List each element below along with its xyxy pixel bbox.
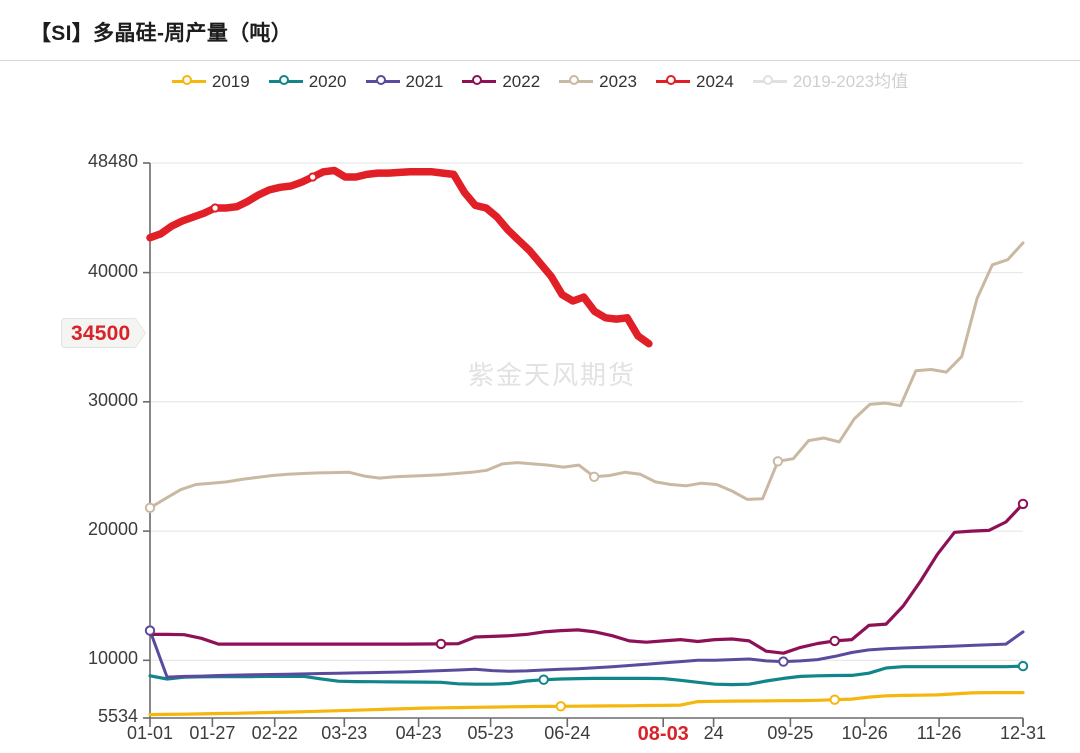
series-marker-2019 bbox=[555, 701, 566, 712]
legend-item-label: 2022 bbox=[502, 71, 541, 91]
series-line-2024 bbox=[146, 166, 653, 348]
legend-marker-icon bbox=[462, 72, 497, 90]
series-line-2022 bbox=[148, 502, 1025, 655]
legend-item-2022[interactable]: 2022 bbox=[462, 72, 540, 90]
series-line-2021 bbox=[148, 629, 1025, 679]
x-axis-tick-label: 02-22 bbox=[251, 723, 298, 743]
y-axis-tick-label: 48480 bbox=[87, 151, 138, 171]
legend-item-label: 2021 bbox=[405, 71, 444, 91]
x-axis-tick-label: 10-26 bbox=[841, 723, 888, 743]
legend-item-label: 2020 bbox=[308, 71, 347, 91]
chart-gridlines bbox=[150, 162, 1023, 719]
chart-series-group bbox=[146, 166, 1025, 717]
series-marker-2022 bbox=[435, 638, 447, 650]
x-axis-tick-label-highlighted: 08-03 bbox=[637, 723, 689, 745]
series-marker-2023 bbox=[589, 471, 600, 482]
series-marker-2020 bbox=[1017, 660, 1029, 672]
legend-item-2019-2023均值[interactable]: 2019-2023均值 bbox=[752, 71, 909, 91]
series-marker-2021 bbox=[144, 625, 156, 636]
value-callout-label: 34500 bbox=[71, 321, 131, 345]
x-axis-tick-label: 06-24 bbox=[544, 723, 591, 743]
legend-item-2019[interactable]: 2019 bbox=[171, 71, 250, 91]
legend-marker-icon bbox=[171, 72, 206, 90]
y-axis-tick-label: 10000 bbox=[87, 648, 138, 669]
chart-legend: 2019 2020 2021 2022 2023 2024 2019-2023均值 bbox=[0, 66, 1080, 96]
value-callout-badge: 34500 bbox=[61, 317, 146, 349]
series-marker-2019 bbox=[829, 694, 840, 705]
series-line-2019 bbox=[148, 691, 1025, 717]
legend-marker-icon bbox=[365, 72, 400, 90]
legend-item-label: 2019-2023均值 bbox=[792, 71, 909, 91]
legend-item-2023[interactable]: 2023 bbox=[559, 72, 637, 90]
y-axis-tick-label: 30000 bbox=[87, 389, 138, 410]
x-axis-tick-label: 01-27 bbox=[189, 723, 236, 743]
watermark: 紫金天风期货 bbox=[468, 360, 637, 390]
legend-item-label: 2024 bbox=[696, 71, 734, 91]
series-marker-2021 bbox=[778, 656, 789, 667]
title-divider bbox=[0, 60, 1080, 61]
legend-item-2024[interactable]: 2024 bbox=[656, 72, 734, 90]
y-axis-tick-label: 40000 bbox=[87, 260, 138, 281]
x-axis-tick-label: 01-01 bbox=[126, 723, 174, 743]
series-marker-2020 bbox=[538, 674, 549, 685]
chart-markers bbox=[144, 172, 1029, 712]
y-axis-tick-label: 5534 bbox=[97, 706, 138, 726]
legend-item-label: 2019 bbox=[211, 71, 250, 91]
x-axis-tick-label: 05-23 bbox=[467, 723, 514, 743]
legend-marker-icon bbox=[559, 72, 594, 90]
legend-item-label: 2023 bbox=[599, 71, 637, 91]
legend-item-2021[interactable]: 2021 bbox=[365, 71, 444, 91]
x-axis-tick-label: 09-25 bbox=[767, 723, 814, 743]
legend-marker-icon bbox=[656, 72, 690, 90]
value-callout-body: 34500 bbox=[61, 318, 135, 348]
series-marker-2023 bbox=[144, 502, 156, 513]
x-axis-tick-label: 04-23 bbox=[395, 723, 442, 743]
legend-item-2020[interactable]: 2020 bbox=[268, 71, 347, 91]
chart-axes bbox=[143, 162, 1024, 727]
y-axis-tick-label: 20000 bbox=[87, 519, 138, 540]
x-axis-tick-label: 03-23 bbox=[321, 723, 368, 743]
series-line-2020 bbox=[148, 664, 1025, 687]
legend-marker-icon bbox=[752, 72, 787, 90]
series-marker-2022 bbox=[1017, 498, 1029, 510]
legend-marker-icon bbox=[268, 72, 303, 90]
x-axis-tick-label: 11-26 bbox=[916, 723, 962, 743]
series-marker-2024 bbox=[308, 172, 318, 182]
series-line-2023 bbox=[148, 241, 1025, 510]
series-marker-2022 bbox=[829, 635, 840, 647]
series-marker-2023 bbox=[772, 456, 784, 467]
series-marker-2024 bbox=[210, 203, 220, 213]
x-axis-tick-label: 24 bbox=[703, 723, 724, 743]
value-callout-arrow bbox=[134, 317, 146, 349]
x-axis-tick-label: 12-31 bbox=[999, 723, 1047, 743]
page-title: 【SI】多晶硅-周产量（吨） bbox=[30, 22, 293, 45]
